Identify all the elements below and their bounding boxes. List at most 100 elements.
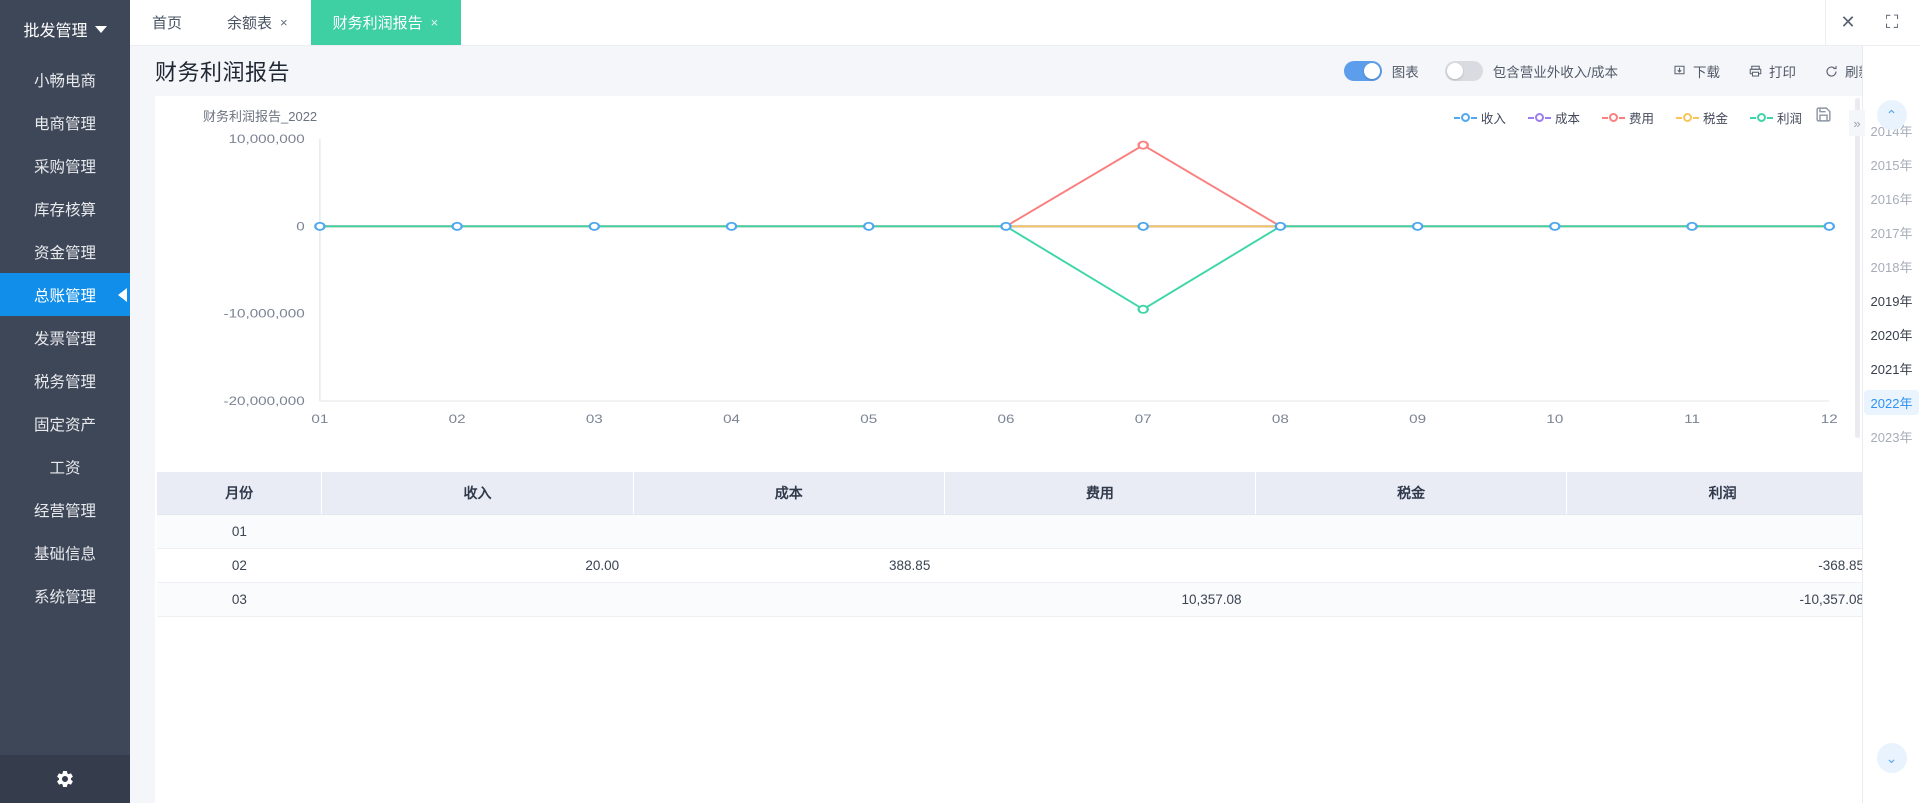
tab-1[interactable]: 首页 xyxy=(130,0,205,45)
toggle-label: 图表 xyxy=(1391,65,1419,80)
svg-text:11: 11 xyxy=(1684,412,1700,425)
table-cell-月份: 02 xyxy=(157,548,322,583)
table-cell-利润: -10,357.08 xyxy=(1566,582,1878,617)
legend-item-3[interactable]: 费用 xyxy=(1601,108,1654,127)
sidebar-item-label: 采购管理 xyxy=(33,158,96,176)
table-cell-税金 xyxy=(1255,514,1567,549)
year-option-10[interactable]: 2023年 xyxy=(1870,430,1913,445)
sidebar-item-5[interactable]: 资金管理 xyxy=(0,230,130,273)
sidebar-item-2[interactable]: 电商管理 xyxy=(0,101,130,144)
sidebar-item-6[interactable]: 总账管理 xyxy=(0,273,130,316)
chart-container: 财务利润报告_2022 收入 成本 费用 税金 利润 10,000,000 0 -10,00… xyxy=(155,96,1880,472)
table-column-header-6: 利润 xyxy=(1566,472,1878,515)
table-column-header-2: 收入 xyxy=(321,472,634,515)
year-option-5[interactable]: 2018年 xyxy=(1870,260,1913,275)
download-button[interactable]: 下载 xyxy=(1672,61,1720,81)
sidebar-item-label: 小畅电商 xyxy=(33,72,96,90)
table-header-row: 月份 收入 成本 费用 税金 利润 xyxy=(157,472,1878,515)
year-option-1[interactable]: 2014年 xyxy=(1870,124,1913,139)
year-option-6[interactable]: 2019年 xyxy=(1870,294,1913,309)
sidebar-item-8[interactable]: 税务管理 xyxy=(0,359,130,402)
sidebar-item-label: 电商管理 xyxy=(33,115,96,133)
sidebar-footer[interactable] xyxy=(0,755,130,803)
table-column-header-4: 费用 xyxy=(944,472,1257,515)
legend-item-4[interactable]: 税金 xyxy=(1675,108,1728,127)
chart-legend: 收入 成本 费用 税金 利润 xyxy=(1432,108,1802,127)
table-row[interactable]: 02 20.00 388.85 -368.85 xyxy=(157,548,1878,583)
table-cell-成本 xyxy=(633,514,945,549)
year-option-7[interactable]: 2020年 xyxy=(1870,328,1913,343)
legend-label: 收入 xyxy=(1480,112,1506,126)
legend-label: 税金 xyxy=(1702,112,1728,126)
year-scroll-up-button[interactable]: ⌃ xyxy=(1876,100,1907,130)
tool-label: 下载 xyxy=(1693,65,1720,80)
report-panel: 财务利润报告_2022 收入 成本 费用 税金 利润 10,000,000 0 -10,00… xyxy=(155,96,1880,803)
tab-close-icon[interactable]: × xyxy=(430,15,439,30)
sidebar-item-7[interactable]: 发票管理 xyxy=(0,316,130,359)
table-cell-成本: 388.85 xyxy=(633,548,945,583)
svg-text:06: 06 xyxy=(998,412,1015,425)
sidebar-item-label: 库存核算 xyxy=(33,201,96,219)
year-option-4[interactable]: 2017年 xyxy=(1870,226,1913,241)
save-icon[interactable] xyxy=(1815,106,1832,123)
legend-item-2[interactable]: 成本 xyxy=(1527,108,1580,127)
sidebar-menu: 小畅电商电商管理采购管理库存核算资金管理 总账管理 发票管理税务管理固定资产工资经营… xyxy=(0,58,130,755)
page-title: 财务利润报告 xyxy=(155,60,291,85)
toggle-knob xyxy=(1446,63,1463,79)
table-cell-收入 xyxy=(321,514,634,549)
tab-close-icon[interactable]: × xyxy=(280,15,288,30)
sidebar-item-11[interactable]: 经营管理 xyxy=(0,488,130,531)
table-column-header-1: 月份 xyxy=(157,472,323,515)
sidebar-item-label: 工资 xyxy=(49,459,81,477)
close-icon[interactable]: ✕ xyxy=(1840,12,1856,32)
legend-label: 成本 xyxy=(1554,112,1580,126)
tab-label: 余额表 xyxy=(227,15,273,32)
toggle-group-2: 包含营业外收入/成本 xyxy=(1444,61,1618,81)
sidebar-item-4[interactable]: 库存核算 xyxy=(0,187,130,230)
main-area: 首页 余额表 × 财务利润报告 × ✕ ⛶ 财务利润报告 图表 包含营业外收入/成本 下载 打印刷… xyxy=(130,0,1920,803)
sidebar-item-13[interactable]: 系统管理 xyxy=(0,574,130,617)
year-option-2[interactable]: 2015年 xyxy=(1870,158,1913,173)
sidebar-item-label: 系统管理 xyxy=(33,588,96,606)
collapse-panel-button[interactable]: » xyxy=(1849,110,1865,136)
toggle-switch-1[interactable] xyxy=(1343,61,1382,81)
download-icon xyxy=(1674,65,1685,74)
sidebar-item-3[interactable]: 采购管理 xyxy=(0,144,130,187)
legend-marker-icon xyxy=(1527,113,1551,122)
print-button[interactable]: 打印 xyxy=(1748,61,1796,81)
chevron-down-icon xyxy=(94,25,107,33)
table-row[interactable]: 01 xyxy=(157,514,1878,549)
sidebar-item-1[interactable]: 小畅电商 xyxy=(0,58,130,101)
year-scroll-down-button[interactable]: ⌄ xyxy=(1876,743,1907,773)
svg-text:12: 12 xyxy=(1821,412,1838,425)
table-cell-成本 xyxy=(633,582,945,617)
svg-text:-20,000,000: -20,000,000 xyxy=(224,394,306,407)
legend-item-5[interactable]: 利润 xyxy=(1749,108,1802,127)
year-option-9[interactable]: 2022年 xyxy=(1863,390,1920,415)
sidebar-item-10[interactable]: 工资 xyxy=(0,445,130,488)
sidebar-header[interactable]: 批发管理 xyxy=(0,0,130,58)
toggle-switch-2[interactable] xyxy=(1444,61,1483,81)
table-cell-费用 xyxy=(944,514,1256,549)
svg-text:03: 03 xyxy=(586,412,603,425)
sidebar-item-9[interactable]: 固定资产 xyxy=(0,402,130,445)
sidebar-item-label: 税务管理 xyxy=(33,373,96,391)
fullscreen-icon[interactable]: ⛶ xyxy=(1885,12,1899,32)
page-content: 财务利润报告 图表 包含营业外收入/成本 下载 打印 刷新 财务利润报告_2022 收入… xyxy=(130,46,1920,803)
content-scrollbar[interactable] xyxy=(1855,98,1860,438)
sidebar-item-12[interactable]: 基础信息 xyxy=(0,531,130,574)
tab-2[interactable]: 余额表 × xyxy=(205,0,311,45)
year-option-3[interactable]: 2016年 xyxy=(1870,192,1913,207)
chart-plot: 10,000,000 0 -10,000,000 -20,000,000 01 02 03 0… xyxy=(224,132,1838,425)
year-selector: » ⌃ 2014年 2015年 2016年 2017年 2018年 2019年 2020年 2… xyxy=(1849,46,1920,803)
legend-item-1[interactable]: 收入 xyxy=(1453,108,1506,127)
refresh-icon xyxy=(1826,65,1837,77)
table-cell-利润 xyxy=(1566,514,1878,549)
tab-3[interactable]: 财务利润报告 × xyxy=(310,0,462,45)
year-option-8[interactable]: 2021年 xyxy=(1870,362,1913,377)
table-cell-月份: 03 xyxy=(157,582,322,617)
year-list: 2014年 2015年 2016年 2017年 2018年 2019年 2020年 2021年… xyxy=(1863,118,1920,449)
table-row[interactable]: 03 10,357.08 -10,357.08 xyxy=(157,582,1878,617)
sidebar-item-label: 固定资产 xyxy=(33,416,96,434)
